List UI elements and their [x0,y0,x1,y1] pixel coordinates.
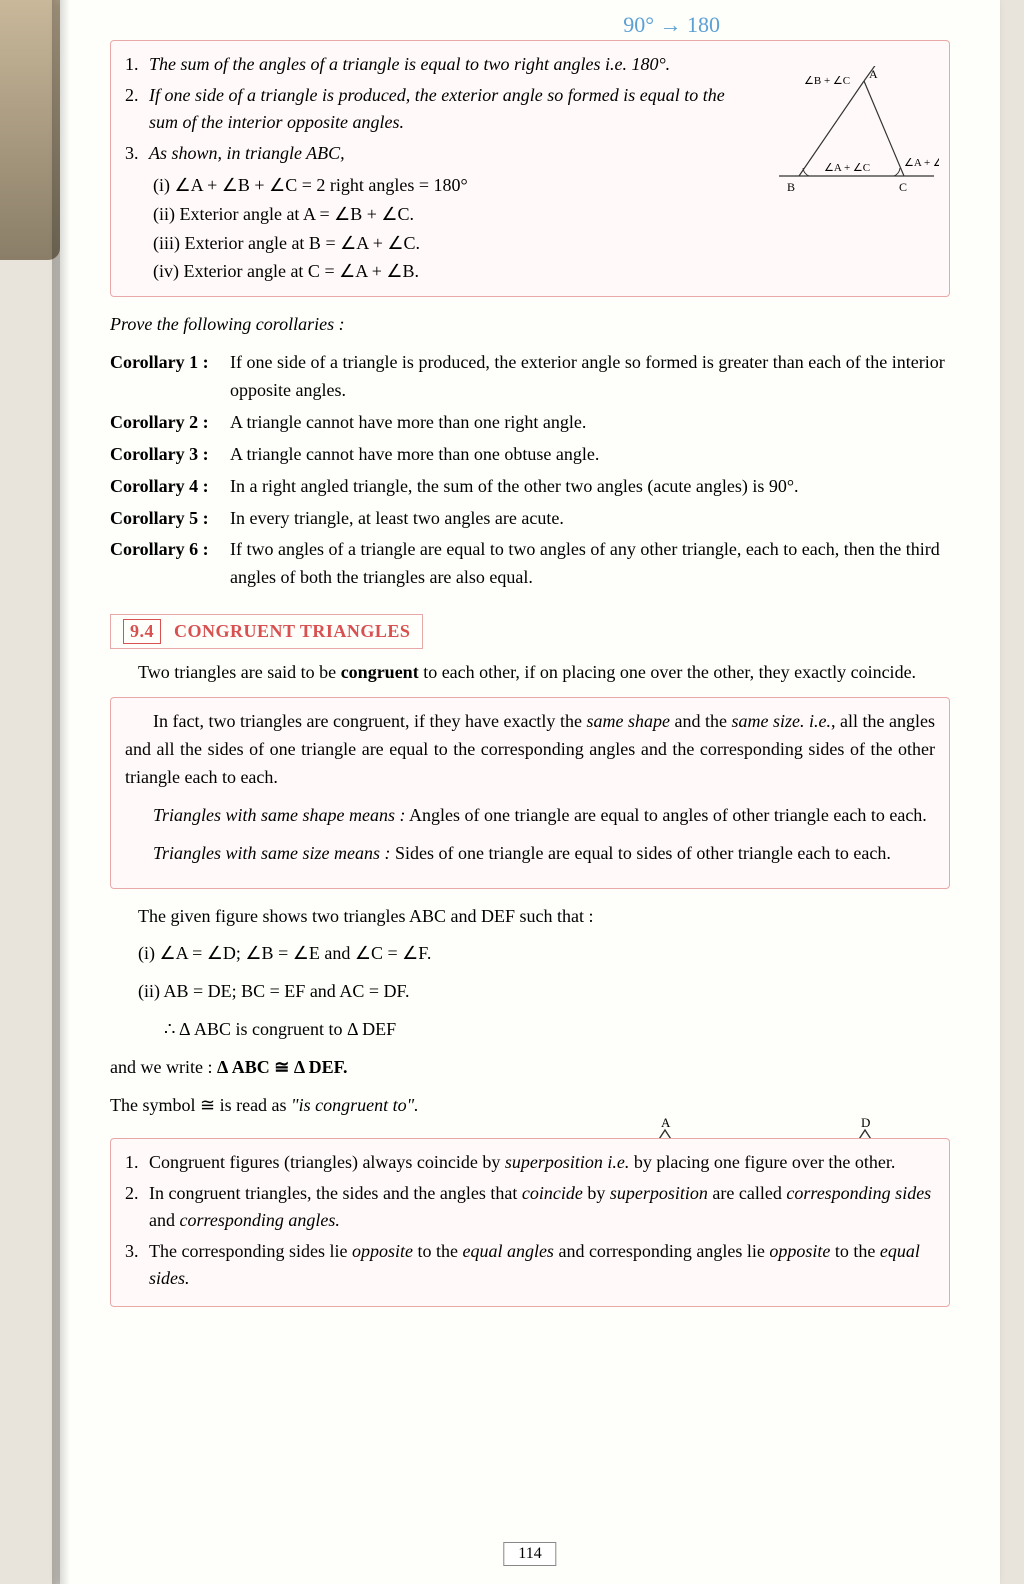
item-text: As shown, in triangle ABC, [149,140,345,167]
size-means: Triangles with same size means : Sides o… [125,840,935,868]
given-figure-intro: The given figure shows two triangles ABC… [110,903,950,931]
list-item: 1. Congruent figures (triangles) always … [125,1149,935,1176]
corollary-text: A triangle cannot have more than one rig… [230,409,950,437]
corollary-text: If one side of a triangle is produced, t… [230,349,950,405]
corollary-list: Corollary 1 :If one side of a triangle i… [110,349,950,592]
svg-text:∠B + ∠C: ∠B + ∠C [804,75,850,87]
svg-text:D: D [861,1115,870,1130]
corollary-text: In a right angled triangle, the sum of t… [230,473,950,501]
corollary-label: Corollary 2 : [110,409,230,437]
section-number: 9.4 [123,619,161,644]
corollary-label: Corollary 1 : [110,349,230,405]
sub-item: (iv) Exterior angle at C = ∠A + ∠B. [125,257,935,286]
item-text: The sum of the angles of a triangle is e… [149,51,670,78]
corollary-text: A triangle cannot have more than one obt… [230,441,950,469]
handwritten-note: 90° → 180 [623,12,720,38]
item-text: In congruent triangles, the sides and th… [149,1180,935,1234]
corollary-text: If two angles of a triangle are equal to… [230,536,950,592]
svg-text:B: B [787,180,795,194]
triangle-exterior-figure: A B C ∠B + ∠C ∠A + ∠B ∠A + ∠C [769,66,939,206]
section-header: 9.4 CONGRUENT TRIANGLES [110,614,423,649]
item-number: 2. [125,1180,149,1234]
prove-heading: Prove the following corollaries : [110,311,950,339]
sub-item: (iii) Exterior angle at B = ∠A + ∠C. [125,229,935,258]
condition-i: (i) ∠A = ∠D; ∠B = ∠E and ∠C = ∠F. [110,940,570,968]
svg-text:∠A + ∠C: ∠A + ∠C [824,162,870,174]
write-line: and we write : Δ ABC ≅ Δ DEF. [110,1054,950,1082]
item-number: 3. [125,140,149,167]
item-text: The corresponding sides lie opposite to … [149,1238,935,1292]
section-title: CONGRUENT TRIANGLES [174,621,410,641]
svg-text:∠A + ∠B: ∠A + ∠B [904,157,939,169]
svg-text:A: A [869,67,878,81]
definition-text: In fact, two triangles are congruent, if… [125,708,935,792]
svg-text:C: C [899,180,907,194]
item-text: If one side of a triangle is produced, t… [149,82,749,136]
corollary-label: Corollary 5 : [110,505,230,533]
textbook-page: 90° → 180 1. The sum of the angles of a … [60,0,1000,1584]
congruent-intro: Two triangles are said to be congruent t… [110,659,950,687]
list-item: 2. In congruent triangles, the sides and… [125,1180,935,1234]
box-congruent-definition: In fact, two triangles are congruent, if… [110,697,950,888]
corollary-label: Corollary 3 : [110,441,230,469]
svg-text:A: A [661,1115,671,1130]
corollary-text: In every triangle, at least two angles a… [230,505,950,533]
item-number: 3. [125,1238,149,1292]
therefore-line: ∴ Δ ABC is congruent to Δ DEF [110,1016,570,1044]
condition-ii: (ii) AB = DE; BC = EF and AC = DF. [110,978,570,1006]
book-edge [0,0,60,260]
shape-means: Triangles with same shape means : Angles… [125,802,935,830]
box-angle-sum: 1. The sum of the angles of a triangle i… [110,40,950,297]
page-number: 114 [503,1542,556,1566]
item-text: Congruent figures (triangles) always coi… [149,1149,895,1176]
corollary-label: Corollary 6 : [110,536,230,592]
box-congruent-properties: 1. Congruent figures (triangles) always … [110,1138,950,1307]
item-number: 1. [125,1149,149,1176]
item-number: 1. [125,51,149,78]
item-number: 2. [125,82,149,136]
list-item: 3. The corresponding sides lie opposite … [125,1238,935,1292]
corollary-label: Corollary 4 : [110,473,230,501]
